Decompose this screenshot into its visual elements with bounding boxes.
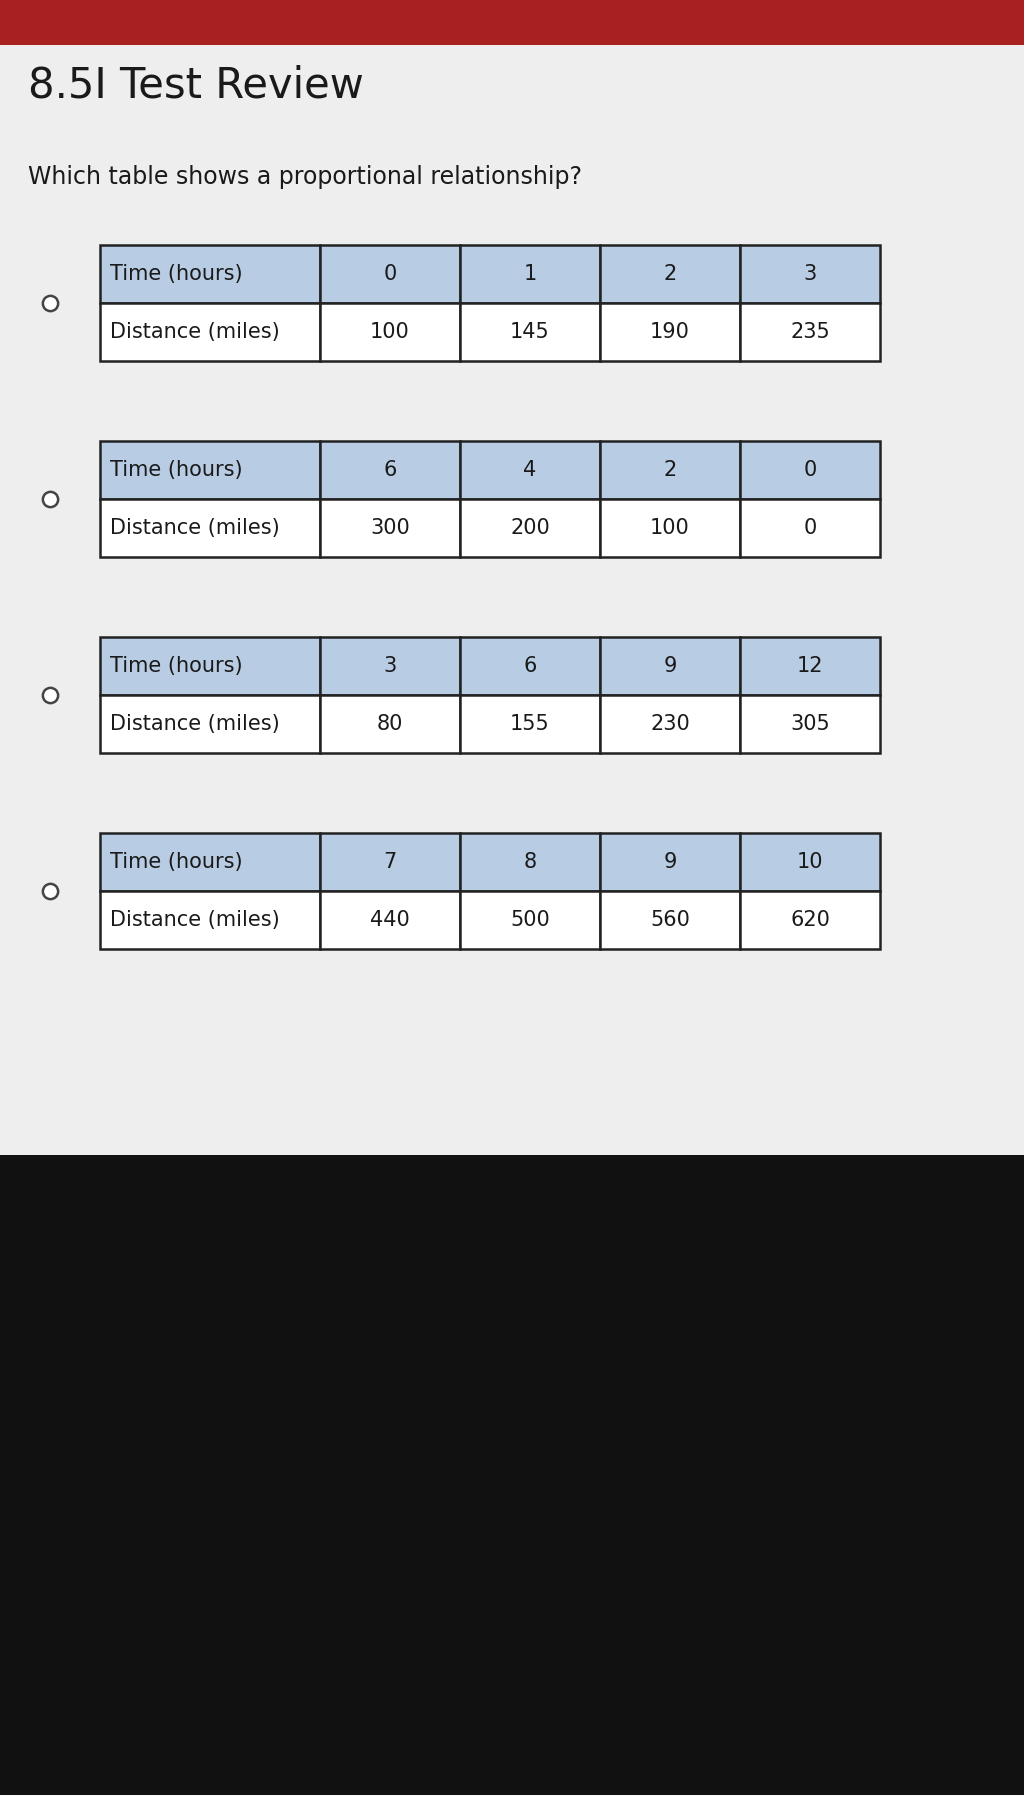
Text: 80: 80 [377,714,403,734]
Text: 155: 155 [510,714,550,734]
Text: 0: 0 [804,519,816,538]
Text: 3: 3 [383,655,396,677]
Bar [600,442,740,499]
Bar [0,0,1024,45]
Bar [460,303,600,361]
Text: 8: 8 [523,853,537,872]
Bar [600,695,740,752]
Text: 200: 200 [510,519,550,538]
Text: Time (hours): Time (hours) [110,655,243,677]
Bar [100,303,319,361]
Bar [600,499,740,556]
Bar [600,637,740,695]
Bar [319,695,460,752]
Text: 145: 145 [510,321,550,343]
Text: 7: 7 [383,853,396,872]
Text: 3: 3 [804,264,816,284]
Text: 300: 300 [370,519,410,538]
Bar [319,890,460,950]
Bar [0,1154,1024,1795]
Bar [100,695,319,752]
Bar [460,695,600,752]
Bar [740,499,880,556]
Bar [100,244,319,303]
Text: Distance (miles): Distance (miles) [110,714,280,734]
Text: 6: 6 [523,655,537,677]
Text: 620: 620 [791,910,829,930]
Bar [740,442,880,499]
Bar [740,303,880,361]
Bar [319,833,460,890]
Text: 9: 9 [664,655,677,677]
Bar [740,833,880,890]
Text: 305: 305 [791,714,829,734]
Bar [460,244,600,303]
Bar [460,499,600,556]
Bar [600,890,740,950]
Bar [319,442,460,499]
Text: 230: 230 [650,714,690,734]
Text: 100: 100 [650,519,690,538]
Text: 0: 0 [804,460,816,479]
Bar [100,890,319,950]
Bar [460,890,600,950]
Text: Time (hours): Time (hours) [110,264,243,284]
Bar [740,244,880,303]
Bar [100,833,319,890]
Text: 10: 10 [797,853,823,872]
Bar [319,244,460,303]
Bar [100,442,319,499]
Text: 235: 235 [791,321,829,343]
Text: Distance (miles): Distance (miles) [110,321,280,343]
Text: 2: 2 [664,460,677,479]
Text: 4: 4 [523,460,537,479]
Text: Distance (miles): Distance (miles) [110,519,280,538]
Bar [319,637,460,695]
Text: 1: 1 [523,264,537,284]
Text: 8.5I Test Review: 8.5I Test Review [28,65,364,108]
Text: Which table shows a proportional relationship?: Which table shows a proportional relatio… [28,165,582,188]
Text: 440: 440 [370,910,410,930]
Bar [100,499,319,556]
Bar [740,695,880,752]
Text: 190: 190 [650,321,690,343]
Bar [600,833,740,890]
Bar [460,637,600,695]
Text: Distance (miles): Distance (miles) [110,910,280,930]
Text: 9: 9 [664,853,677,872]
Text: 560: 560 [650,910,690,930]
Bar [319,499,460,556]
Bar [600,303,740,361]
Text: 100: 100 [370,321,410,343]
Bar [740,637,880,695]
Text: Time (hours): Time (hours) [110,460,243,479]
Text: Time (hours): Time (hours) [110,853,243,872]
Text: 12: 12 [797,655,823,677]
Text: 2: 2 [664,264,677,284]
Bar [740,890,880,950]
Bar [460,833,600,890]
Text: 0: 0 [383,264,396,284]
Bar [319,303,460,361]
Bar [600,244,740,303]
Text: 500: 500 [510,910,550,930]
Bar [460,442,600,499]
Text: 6: 6 [383,460,396,479]
Bar [100,637,319,695]
Bar [0,0,1024,1154]
